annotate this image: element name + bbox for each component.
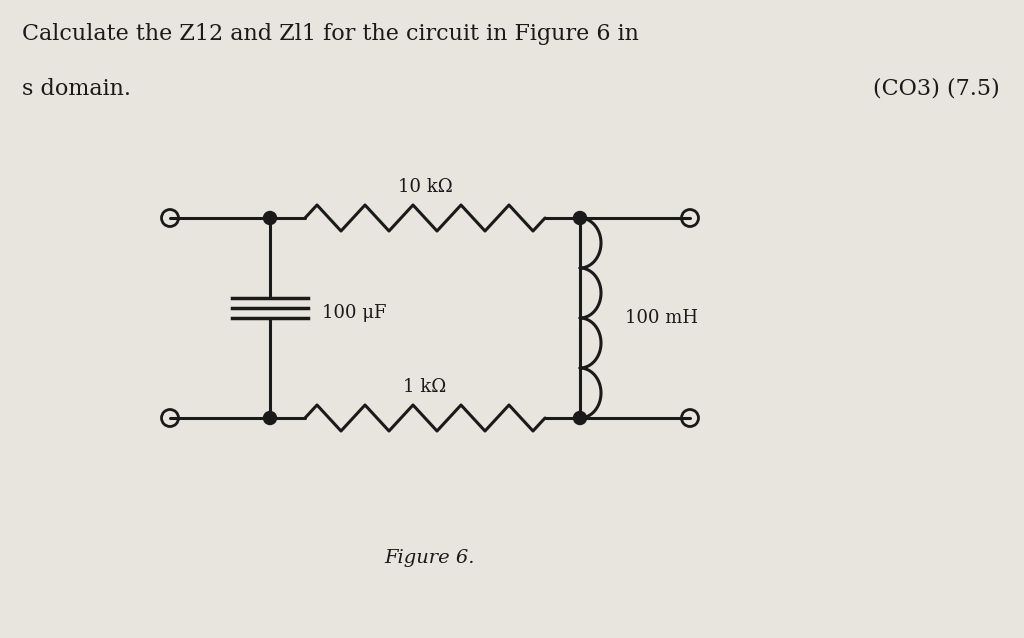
Circle shape [573,212,587,225]
Text: 10 kΩ: 10 kΩ [397,178,453,196]
Text: s domain.: s domain. [22,78,131,100]
Text: (CO3) (7.5): (CO3) (7.5) [873,78,1000,100]
Text: Figure 6.: Figure 6. [385,549,475,567]
Text: Calculate the Z12 and Zl1 for the circuit in Figure 6 in: Calculate the Z12 and Zl1 for the circui… [22,23,639,45]
Text: 100 mH: 100 mH [625,309,698,327]
Circle shape [263,412,276,424]
Text: 1 kΩ: 1 kΩ [403,378,446,396]
Text: 100 μF: 100 μF [322,304,386,322]
Circle shape [573,412,587,424]
Circle shape [263,212,276,225]
